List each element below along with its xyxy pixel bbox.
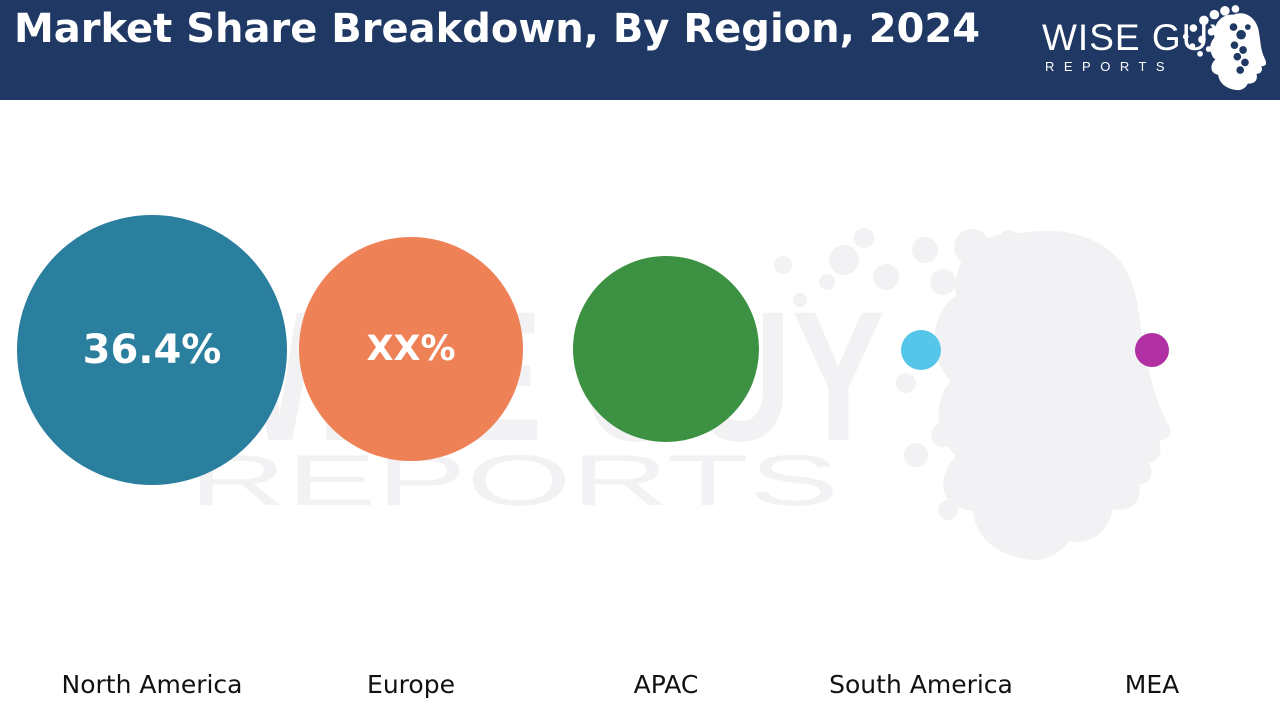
chart-area: WISE GUY REPORTS 36.4% XX% North America E… bbox=[0, 100, 1280, 720]
bubble-mea bbox=[1135, 333, 1169, 367]
brand-subtitle: REPORTS bbox=[1045, 59, 1175, 74]
watermark-brand-text: WISE GUY bbox=[185, 274, 885, 480]
region-label-apac: APAC bbox=[633, 670, 699, 699]
bubble-europe: XX% bbox=[299, 237, 523, 461]
brand-logo: WISE GUY REPORTS bbox=[1026, 4, 1266, 96]
region-label-europe: Europe bbox=[367, 670, 455, 699]
watermark-subtitle-text: REPORTS bbox=[189, 441, 839, 521]
head-profile-icon bbox=[1182, 5, 1266, 91]
bubble-north-america: 36.4% bbox=[17, 215, 287, 485]
header-bar: Market Share Breakdown, By Region, 2024 … bbox=[0, 0, 1280, 100]
bubble-value-label: 36.4% bbox=[82, 327, 222, 373]
bubble-apac bbox=[573, 256, 759, 442]
watermark-head-profile-icon bbox=[774, 228, 1171, 561]
page-title: Market Share Breakdown, By Region, 2024 bbox=[14, 6, 981, 52]
region-label-south-america: South America bbox=[829, 670, 1013, 699]
region-label-north-america: North America bbox=[61, 670, 243, 699]
region-label-mea: MEA bbox=[1124, 670, 1180, 699]
bubble-south-america bbox=[901, 330, 941, 370]
bubble-value-label: XX% bbox=[366, 329, 456, 369]
